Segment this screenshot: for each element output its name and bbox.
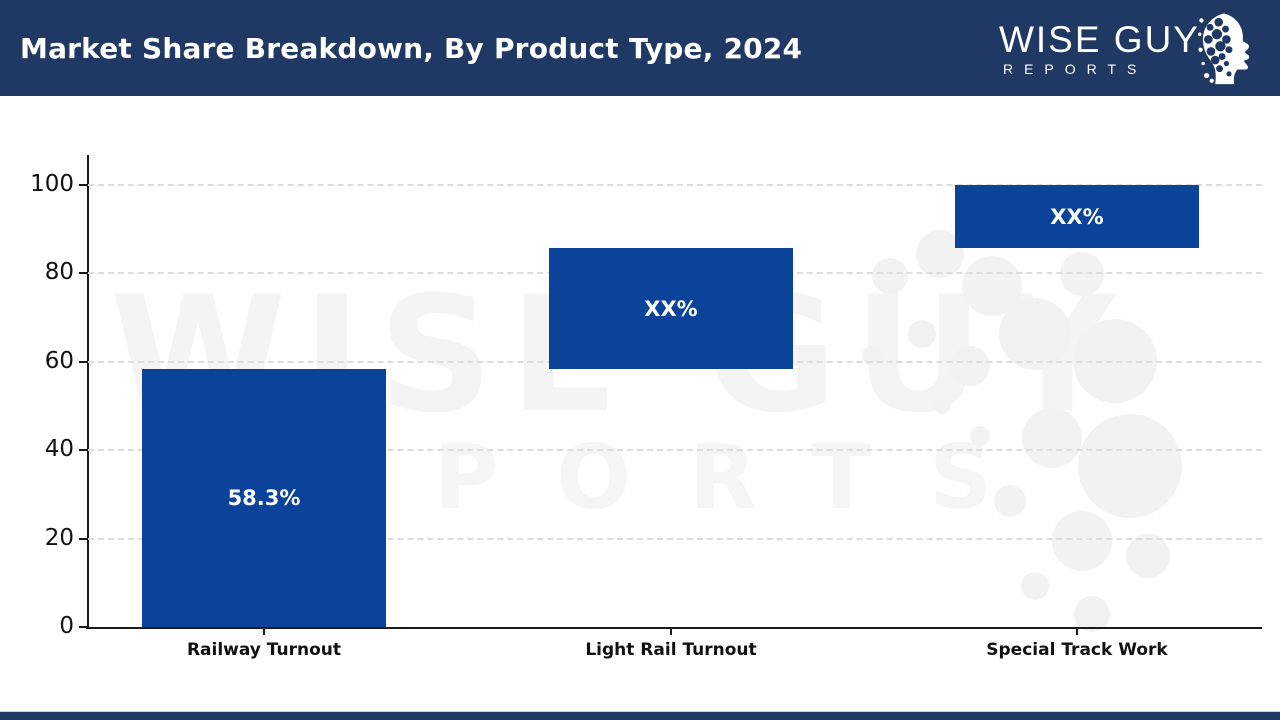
x-axis-tick-mark bbox=[1076, 629, 1078, 635]
x-axis-category-label: Special Track Work bbox=[986, 640, 1168, 660]
page-title: Market Share Breakdown, By Product Type,… bbox=[20, 31, 803, 65]
watermark-dotted-head bbox=[862, 230, 1182, 632]
y-axis-tick-label: 20 bbox=[44, 524, 74, 551]
wise-guy-reports-logo: WISE GUY REPORTS bbox=[999, 9, 1260, 87]
gridline bbox=[88, 537, 1262, 540]
bar-value-label: XX% bbox=[644, 296, 698, 321]
x-axis-tick-mark bbox=[263, 629, 265, 635]
bar-3: XX% bbox=[955, 185, 1199, 249]
dotted-head-icon bbox=[1198, 13, 1250, 85]
header-bar: Market Share Breakdown, By Product Type,… bbox=[0, 0, 1280, 96]
bar-1: 58.3% bbox=[142, 369, 386, 627]
y-axis-tick-label: 40 bbox=[44, 436, 74, 463]
gridline bbox=[88, 184, 1262, 186]
y-axis-tick-mark bbox=[79, 184, 88, 186]
logo-text: WISE GUY REPORTS bbox=[999, 21, 1200, 76]
gridline bbox=[88, 449, 1262, 452]
x-axis-line bbox=[86, 627, 1262, 629]
footer-accent-bar bbox=[0, 711, 1280, 720]
y-axis-tick-mark bbox=[79, 360, 88, 363]
y-axis-tick-label: 80 bbox=[44, 259, 74, 286]
y-axis-tick-label: 100 bbox=[30, 171, 74, 197]
y-axis-tick-label: 60 bbox=[44, 347, 74, 374]
y-axis-tick-mark bbox=[79, 537, 88, 540]
bar-2: XX% bbox=[549, 248, 793, 370]
bar-value-label: XX% bbox=[1050, 204, 1104, 229]
y-axis-tick-label: 0 bbox=[59, 613, 74, 639]
x-axis-category-label: Railway Turnout bbox=[186, 640, 342, 660]
logo-subtitle: REPORTS bbox=[1002, 60, 1148, 77]
bar-value-label: 58.3% bbox=[227, 486, 301, 511]
y-axis-tick-mark bbox=[79, 272, 88, 275]
y-axis-tick-mark bbox=[79, 449, 88, 452]
x-axis-category-label: Light Rail Turnout bbox=[585, 640, 757, 660]
logo-wordmark: WISE GUY bbox=[998, 18, 1200, 60]
x-axis-tick-mark bbox=[670, 629, 672, 635]
y-axis-tick-mark bbox=[79, 626, 88, 628]
y-axis-line bbox=[87, 155, 89, 628]
